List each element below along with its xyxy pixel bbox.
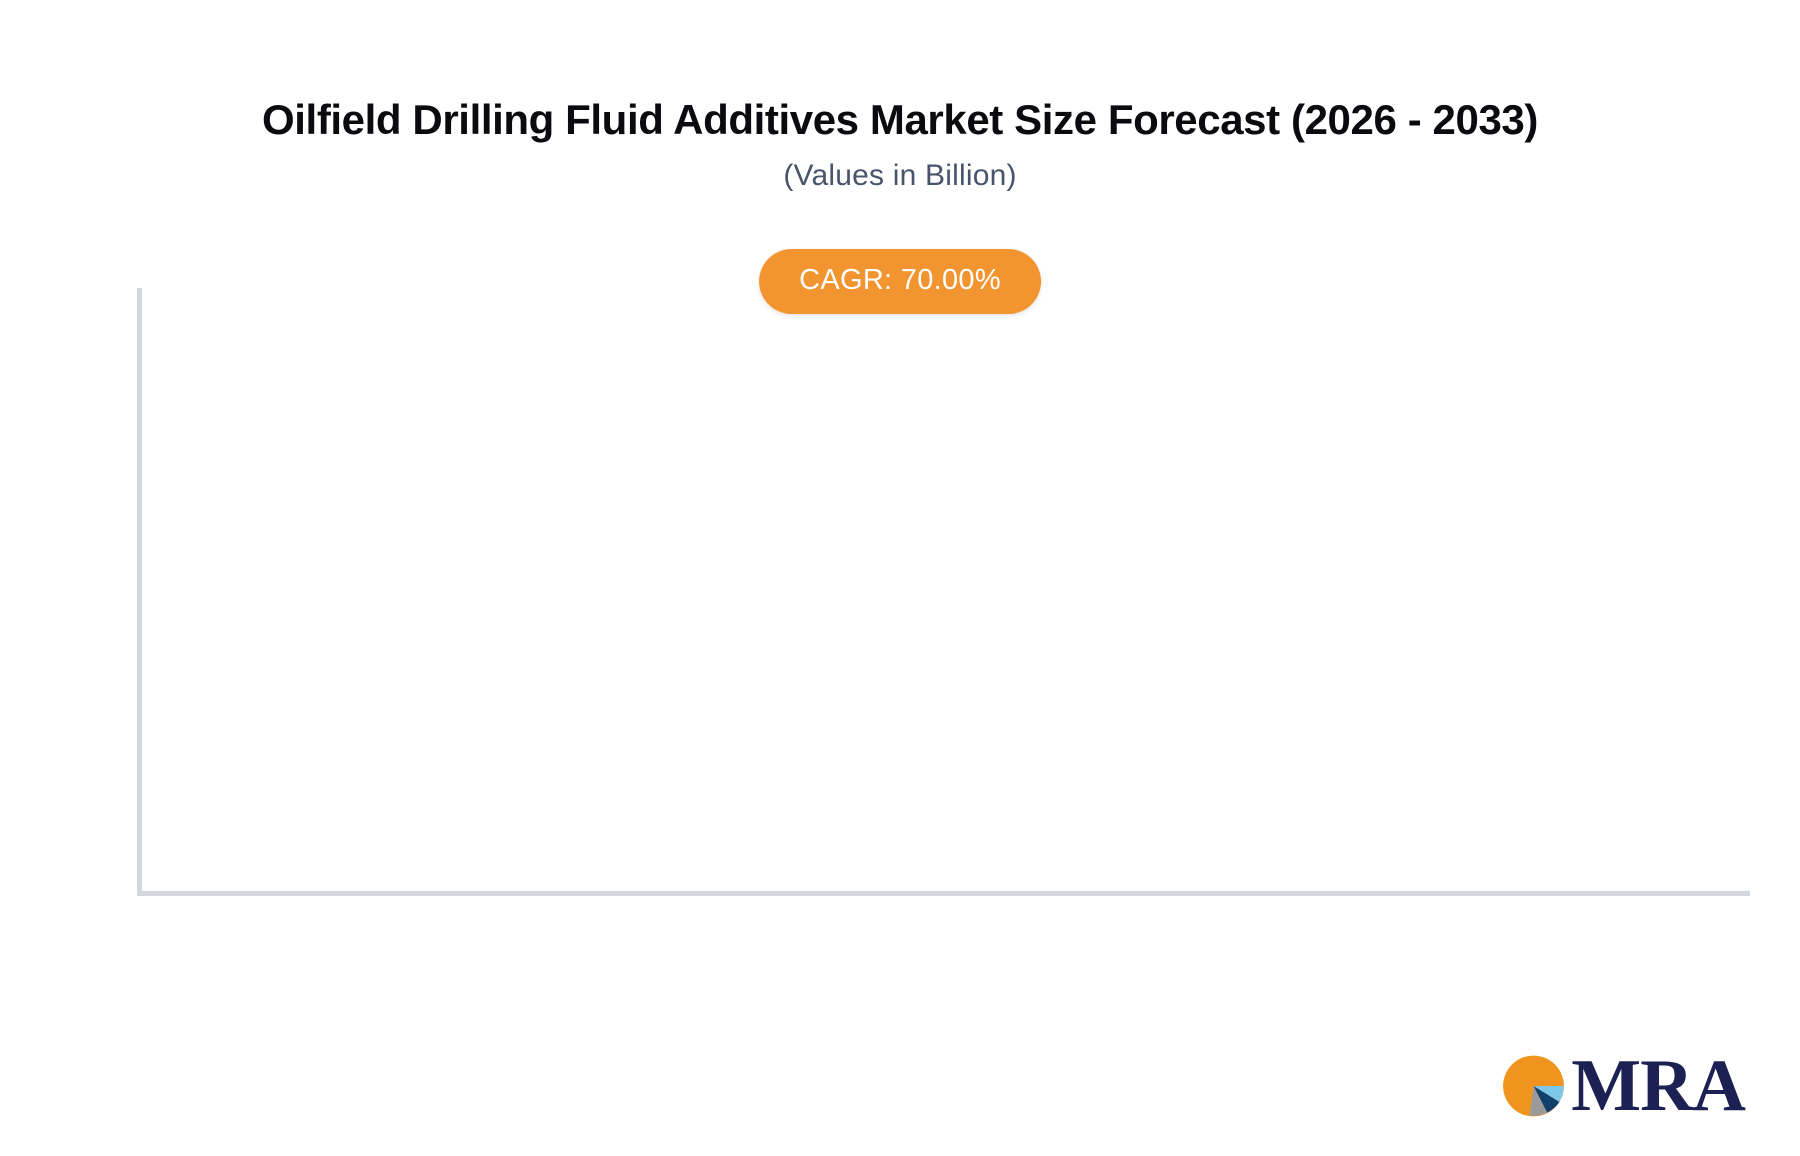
mra-logo: MRA [1497, 1045, 1746, 1127]
logo-text: MRA [1571, 1045, 1746, 1127]
x-axis-line [137, 891, 1750, 896]
x-axis-ticks [137, 913, 1742, 953]
cagr-badge: CAGR: 70.00% [759, 249, 1041, 314]
chart-subtitle: (Values in Billion) [783, 159, 1017, 193]
pie-chart-mark-icon [1503, 1055, 1565, 1117]
y-axis-line [137, 288, 142, 896]
title-block: Oilfield Drilling Fluid Additives Market… [0, 96, 1800, 193]
bars-layer [137, 290, 1742, 894]
chart-title: Oilfield Drilling Fluid Additives Market… [262, 96, 1538, 143]
